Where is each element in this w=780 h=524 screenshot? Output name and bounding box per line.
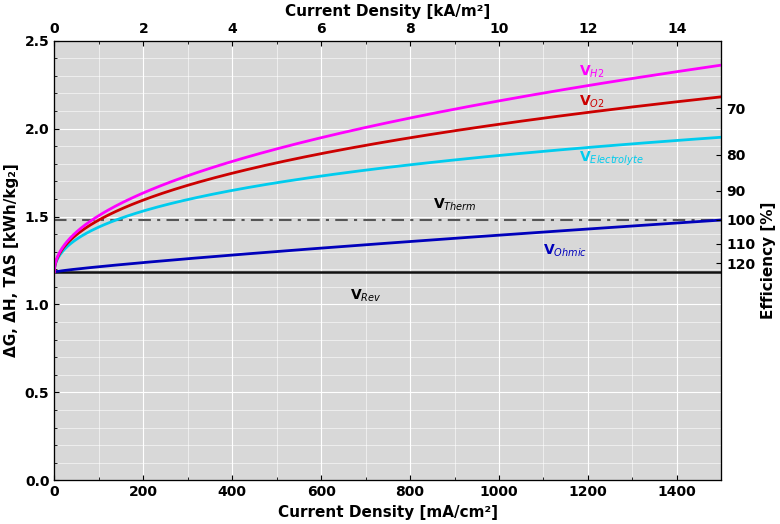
Text: $\mathbf{V}_{Electrolyte}$: $\mathbf{V}_{Electrolyte}$ [579,150,644,168]
Text: $\mathbf{V}_{O2}$: $\mathbf{V}_{O2}$ [579,94,604,110]
X-axis label: Current Density [kA/m²]: Current Density [kA/m²] [285,4,491,19]
Y-axis label: Efficiency [%]: Efficiency [%] [760,202,776,319]
Text: $\mathbf{V}_{Rev}$: $\mathbf{V}_{Rev}$ [350,288,381,304]
Y-axis label: ΔG, ΔH, TΔS [kWh/kg₂]: ΔG, ΔH, TΔS [kWh/kg₂] [4,163,20,357]
Text: $\mathbf{V}_{H2}$: $\mathbf{V}_{H2}$ [579,63,604,80]
X-axis label: Current Density [mA/cm²]: Current Density [mA/cm²] [278,505,498,520]
Text: $\mathbf{V}_{Therm}$: $\mathbf{V}_{Therm}$ [433,196,477,213]
Text: $\mathbf{V}_{Ohmic}$: $\mathbf{V}_{Ohmic}$ [544,243,587,259]
